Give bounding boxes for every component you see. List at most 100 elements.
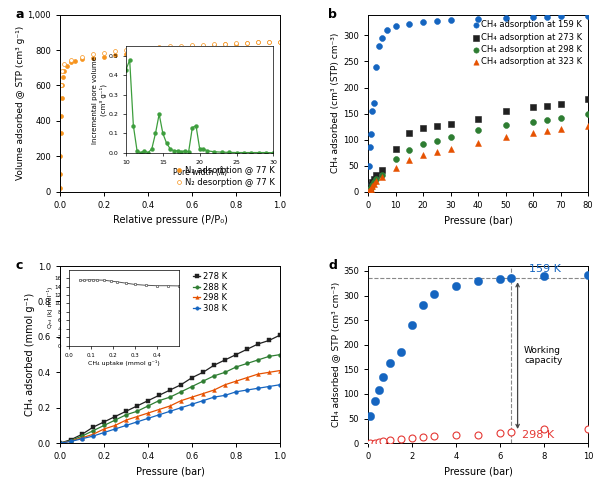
CH₄ adsorption at 323 K [542, 128, 551, 135]
N₂ desorption @ 77 K [100, 50, 107, 56]
308 K [145, 415, 152, 421]
N₂ adsorption @ 77 K [72, 58, 79, 64]
288 K [265, 354, 272, 359]
CH₄ adsorption at 159 K [500, 14, 510, 21]
CH₄ adsorption at 273 K [365, 185, 374, 193]
Line: N₂ desorption @ 77 K: N₂ desorption @ 77 K [59, 39, 282, 87]
CH₄ adsorption at 159 K [365, 162, 374, 169]
Text: b: b [328, 7, 337, 20]
278 K [188, 375, 196, 380]
278 K [221, 357, 229, 363]
CH₄ adsorption at 323 K [556, 125, 565, 133]
N₂ adsorption @ 77 K [221, 41, 229, 47]
288 K [145, 403, 152, 409]
N₂ adsorption @ 77 K [133, 49, 140, 55]
CH₄ adsorption at 323 K [446, 145, 455, 153]
N₂ desorption @ 77 K [277, 38, 284, 44]
N₂ adsorption @ 77 K [79, 56, 86, 62]
CH₄ adsorption at 298 K [446, 133, 455, 141]
278 K [145, 398, 152, 404]
308 K [166, 409, 173, 414]
N₂ adsorption @ 77 K [59, 74, 67, 79]
288 K [100, 423, 107, 429]
CH₄ adsorption at 159 K [404, 20, 414, 28]
308 K [56, 440, 64, 446]
298 K [155, 407, 163, 412]
CH₄ adsorption at 273 K [556, 100, 565, 108]
298 K [145, 410, 152, 416]
308 K [79, 436, 86, 442]
N₂ desorption @ 77 K [232, 40, 239, 46]
CH₄ adsorption at 273 K [364, 188, 373, 196]
X-axis label: Pressure (bar): Pressure (bar) [443, 215, 512, 225]
N₂ desorption @ 77 K [265, 39, 272, 45]
N₂ desorption @ 77 K [178, 43, 185, 49]
288 K [155, 398, 163, 404]
CH₄ adsorption at 273 K [367, 178, 377, 186]
N₂ desorption @ 77 K [166, 43, 173, 49]
298 K [221, 382, 229, 388]
X-axis label: Relative pressure (P/P₀): Relative pressure (P/P₀) [113, 215, 227, 225]
288 K [254, 357, 262, 363]
288 K [112, 417, 119, 423]
CH₄ adsorption at 298 K [542, 116, 551, 124]
CH₄ adsorption at 159 K [367, 107, 377, 115]
298 K [254, 371, 262, 377]
N₂ desorption @ 77 K [188, 42, 196, 48]
288 K [199, 378, 206, 384]
CH₄ adsorption at 159 K [528, 13, 538, 21]
N₂ adsorption @ 77 K [58, 95, 65, 101]
CH₄ adsorption at 273 K [371, 171, 381, 179]
CH₄ adsorption at 273 K [500, 107, 510, 115]
N₂ adsorption @ 77 K [166, 45, 173, 51]
308 K [133, 419, 140, 425]
CH₄ adsorption at 298 K [418, 140, 428, 148]
298 K [166, 403, 173, 409]
CH₄ adsorption at 159 K [371, 63, 381, 71]
278 K [133, 403, 140, 409]
CH₄ adsorption at 273 K [583, 95, 593, 103]
278 K [56, 440, 64, 446]
278 K [178, 382, 185, 388]
288 K [79, 433, 86, 439]
298 K [232, 378, 239, 384]
N₂ adsorption @ 77 K [100, 54, 107, 60]
Text: d: d [328, 259, 337, 272]
N₂ adsorption @ 77 K [188, 43, 196, 49]
308 K [155, 412, 163, 418]
N₂ desorption @ 77 K [59, 68, 66, 74]
CH₄ adsorption at 323 K [366, 185, 376, 192]
CH₄ adsorption at 159 K [365, 144, 375, 151]
N₂ adsorption @ 77 K [155, 46, 163, 52]
Line: 308 K: 308 K [58, 383, 282, 445]
CH₄ adsorption at 323 K [365, 186, 375, 193]
CH₄ adsorption at 159 K [432, 17, 442, 25]
CH₄ adsorption at 273 K [404, 130, 414, 137]
N₂ desorption @ 77 K [244, 40, 251, 46]
278 K [211, 362, 218, 368]
N₂ desorption @ 77 K [221, 41, 229, 47]
298 K [122, 417, 130, 423]
N₂ adsorption @ 77 K [57, 153, 64, 159]
288 K [166, 394, 173, 400]
N₂ adsorption @ 77 K [67, 59, 74, 65]
278 K [155, 393, 163, 398]
308 K [112, 426, 119, 432]
CH₄ adsorption at 273 K [473, 115, 483, 123]
298 K [178, 398, 185, 404]
N₂ desorption @ 77 K [89, 52, 97, 57]
278 K [79, 431, 86, 437]
278 K [244, 346, 251, 352]
288 K [232, 364, 239, 370]
Y-axis label: CH₄ adsorbed (mmol g⁻¹): CH₄ adsorbed (mmol g⁻¹) [25, 293, 35, 416]
CH₄ adsorption at 273 K [528, 103, 538, 111]
308 K [254, 385, 262, 391]
CH₄ adsorption at 298 K [391, 155, 400, 163]
N₂ desorption @ 77 K [61, 61, 68, 67]
288 K [122, 412, 130, 418]
N₂ desorption @ 77 K [254, 39, 262, 45]
CH₄ adsorption at 273 K [377, 166, 386, 174]
N₂ desorption @ 77 K [58, 82, 65, 88]
CH₄ adsorption at 323 K [432, 148, 442, 156]
308 K [221, 393, 229, 398]
